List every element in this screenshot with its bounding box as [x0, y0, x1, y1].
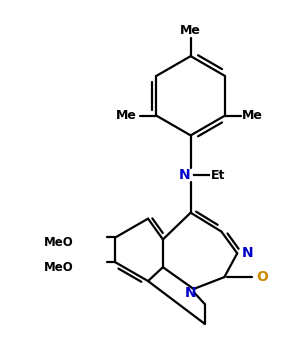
- Text: N: N: [185, 286, 196, 300]
- Text: Me: Me: [116, 109, 137, 122]
- Text: N: N: [179, 168, 191, 182]
- Text: Me: Me: [180, 24, 201, 37]
- Text: N: N: [241, 246, 253, 260]
- Text: Et: Et: [211, 168, 226, 182]
- Text: MeO: MeO: [44, 236, 74, 249]
- Text: Me: Me: [242, 109, 263, 122]
- Text: MeO: MeO: [44, 261, 74, 274]
- Text: O: O: [256, 270, 268, 284]
